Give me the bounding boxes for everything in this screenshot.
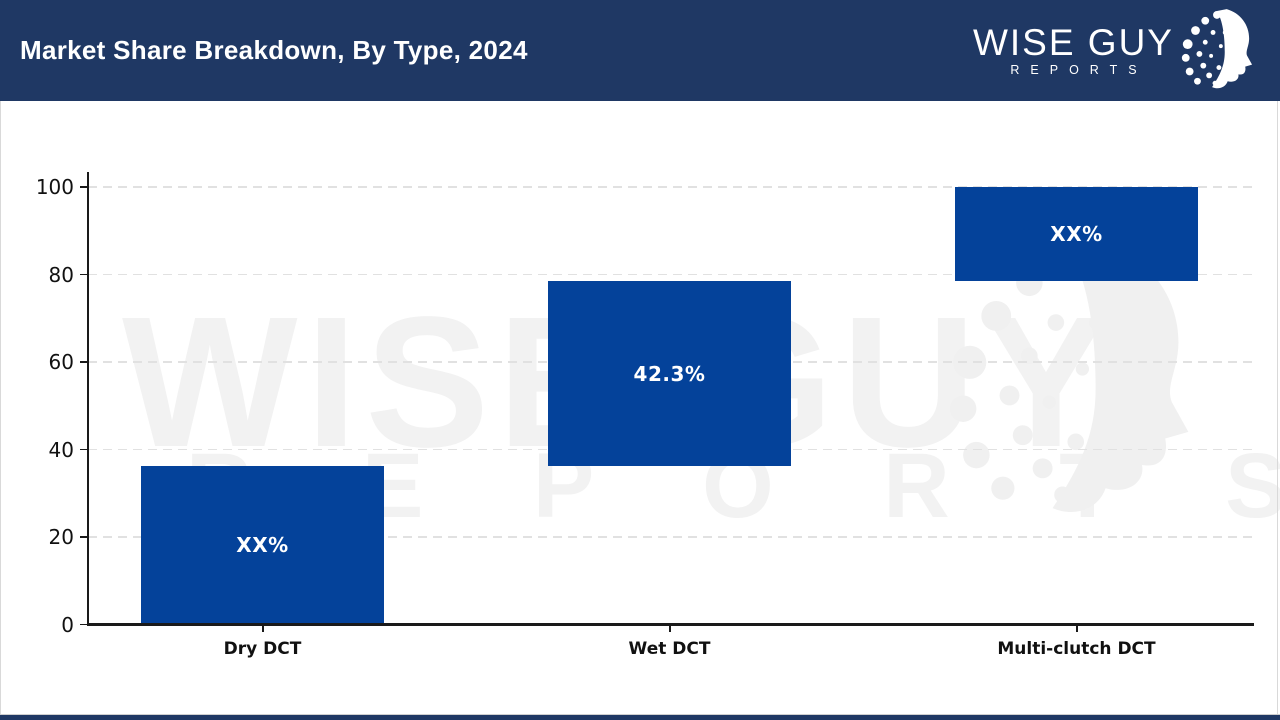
x-ticklabel-2: Multi-clutch DCT: [997, 639, 1156, 659]
x-tickmark-2: [1075, 625, 1078, 632]
y-ticklabel-0: 0: [61, 612, 74, 637]
y-ticklabel-80: 80: [48, 262, 74, 287]
y-ticklabel-100: 100: [35, 175, 74, 199]
logo-subtitle: REPORTS: [1010, 63, 1148, 78]
y-tickmark-100: [80, 186, 88, 188]
bar-value-label: XX%: [236, 533, 289, 558]
x-ticklabel-1: Wet DCT: [628, 639, 711, 659]
y-tickmark-40: [80, 448, 88, 451]
logo-wordmark: WISE GUY: [972, 22, 1174, 64]
bar-multi-clutch-dct: XX%: [955, 187, 1198, 282]
header-bar: Market Share Breakdown, By Type, 2024 WI…: [0, 0, 1280, 101]
wise-guy-logo: WISE GUY REPORTS: [973, 7, 1254, 95]
page-title: Market Share Breakdown, By Type, 2024: [20, 35, 528, 65]
x-tickmark-1: [668, 625, 671, 632]
y-tickmark-80: [80, 273, 88, 276]
footer-bar: [0, 715, 1280, 720]
footer-divider: [0, 714, 1280, 715]
y-axis-line: [87, 172, 90, 625]
bar-value-label: XX%: [1050, 222, 1103, 247]
y-tickmark-0: [80, 623, 88, 626]
logo-text: WISE GUY REPORTS: [973, 24, 1174, 77]
x-tickmark-0: [261, 625, 264, 632]
x-axis-line: [87, 623, 1254, 626]
right-border: [1277, 101, 1278, 715]
bar-wet-dct: 42.3%: [548, 281, 791, 467]
y-ticklabel-60: 60: [48, 350, 74, 374]
gridline-y20: [88, 536, 1253, 538]
bar-dry-dct: XX%: [141, 466, 384, 625]
bar-value-label: 42.3%: [633, 361, 706, 386]
gridline-y100: [88, 186, 1253, 188]
y-ticklabel-20: 20: [48, 525, 74, 549]
y-tickmark-60: [80, 361, 88, 363]
left-border: [0, 101, 1, 715]
y-ticklabel-40: 40: [48, 437, 74, 462]
y-tickmark-20: [80, 536, 88, 538]
x-ticklabel-0: Dry DCT: [223, 639, 302, 659]
logo-head-icon: [1181, 8, 1253, 88]
gridline-y80: [88, 273, 1253, 276]
